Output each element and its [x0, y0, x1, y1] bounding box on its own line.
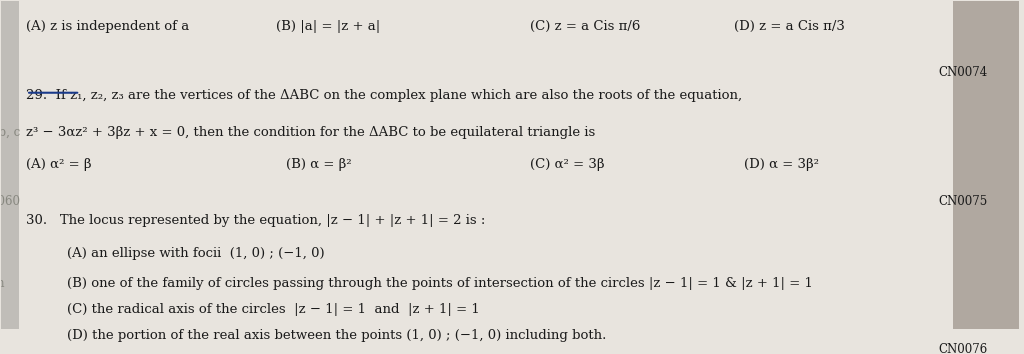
Text: z³ − 3αz² + 3βz + x = 0, then the condition for the ΔABC to be equilateral trian: z³ − 3αz² + 3βz + x = 0, then the condit… [27, 126, 595, 139]
Text: 0060: 0060 [0, 195, 20, 208]
Bar [953, 1, 1020, 330]
Text: (B) |a| = |z + a|: (B) |a| = |z + a| [275, 21, 380, 33]
Text: (B) one of the family of circles passing through the points of intersection of t: (B) one of the family of circles passing… [67, 277, 813, 290]
Text: CN0076: CN0076 [938, 343, 987, 354]
Text: 29.  If z₁, z₂, z₃ are the vertices of the ΔABC on the complex plane which are a: 29. If z₁, z₂, z₃ are the vertices of th… [27, 90, 742, 102]
Text: CN0074: CN0074 [938, 67, 987, 79]
Text: (D) the portion of the real axis between the points (1, 0) ; (−1, 0) including b: (D) the portion of the real axis between… [67, 330, 606, 342]
Text: (A) an ellipse with focii  (1, 0) ; (−1, 0): (A) an ellipse with focii (1, 0) ; (−1, … [67, 247, 325, 260]
Text: (A) α² = β: (A) α² = β [27, 159, 92, 171]
Text: (D) z = a Cis π/3: (D) z = a Cis π/3 [734, 21, 845, 33]
Text: (C) the radical axis of the circles  |z − 1| = 1  and  |z + 1| = 1: (C) the radical axis of the circles |z −… [67, 303, 479, 316]
Text: (B) α = β²: (B) α = β² [286, 159, 351, 171]
Text: (A) z is independent of a: (A) z is independent of a [27, 21, 189, 33]
Text: (C) z = a Cis π/6: (C) z = a Cis π/6 [530, 21, 641, 33]
Text: en: en [0, 277, 5, 290]
Text: 30.   The locus represented by the equation, |z − 1| + |z + 1| = 2 is :: 30. The locus represented by the equatio… [27, 215, 485, 227]
Text: (D) α = 3β²: (D) α = 3β² [744, 159, 819, 171]
Bar [1, 1, 19, 330]
Text: , b, c: , b, c [0, 126, 19, 139]
Text: CN0075: CN0075 [938, 195, 987, 208]
Text: (C) α² = 3β: (C) α² = 3β [530, 159, 605, 171]
